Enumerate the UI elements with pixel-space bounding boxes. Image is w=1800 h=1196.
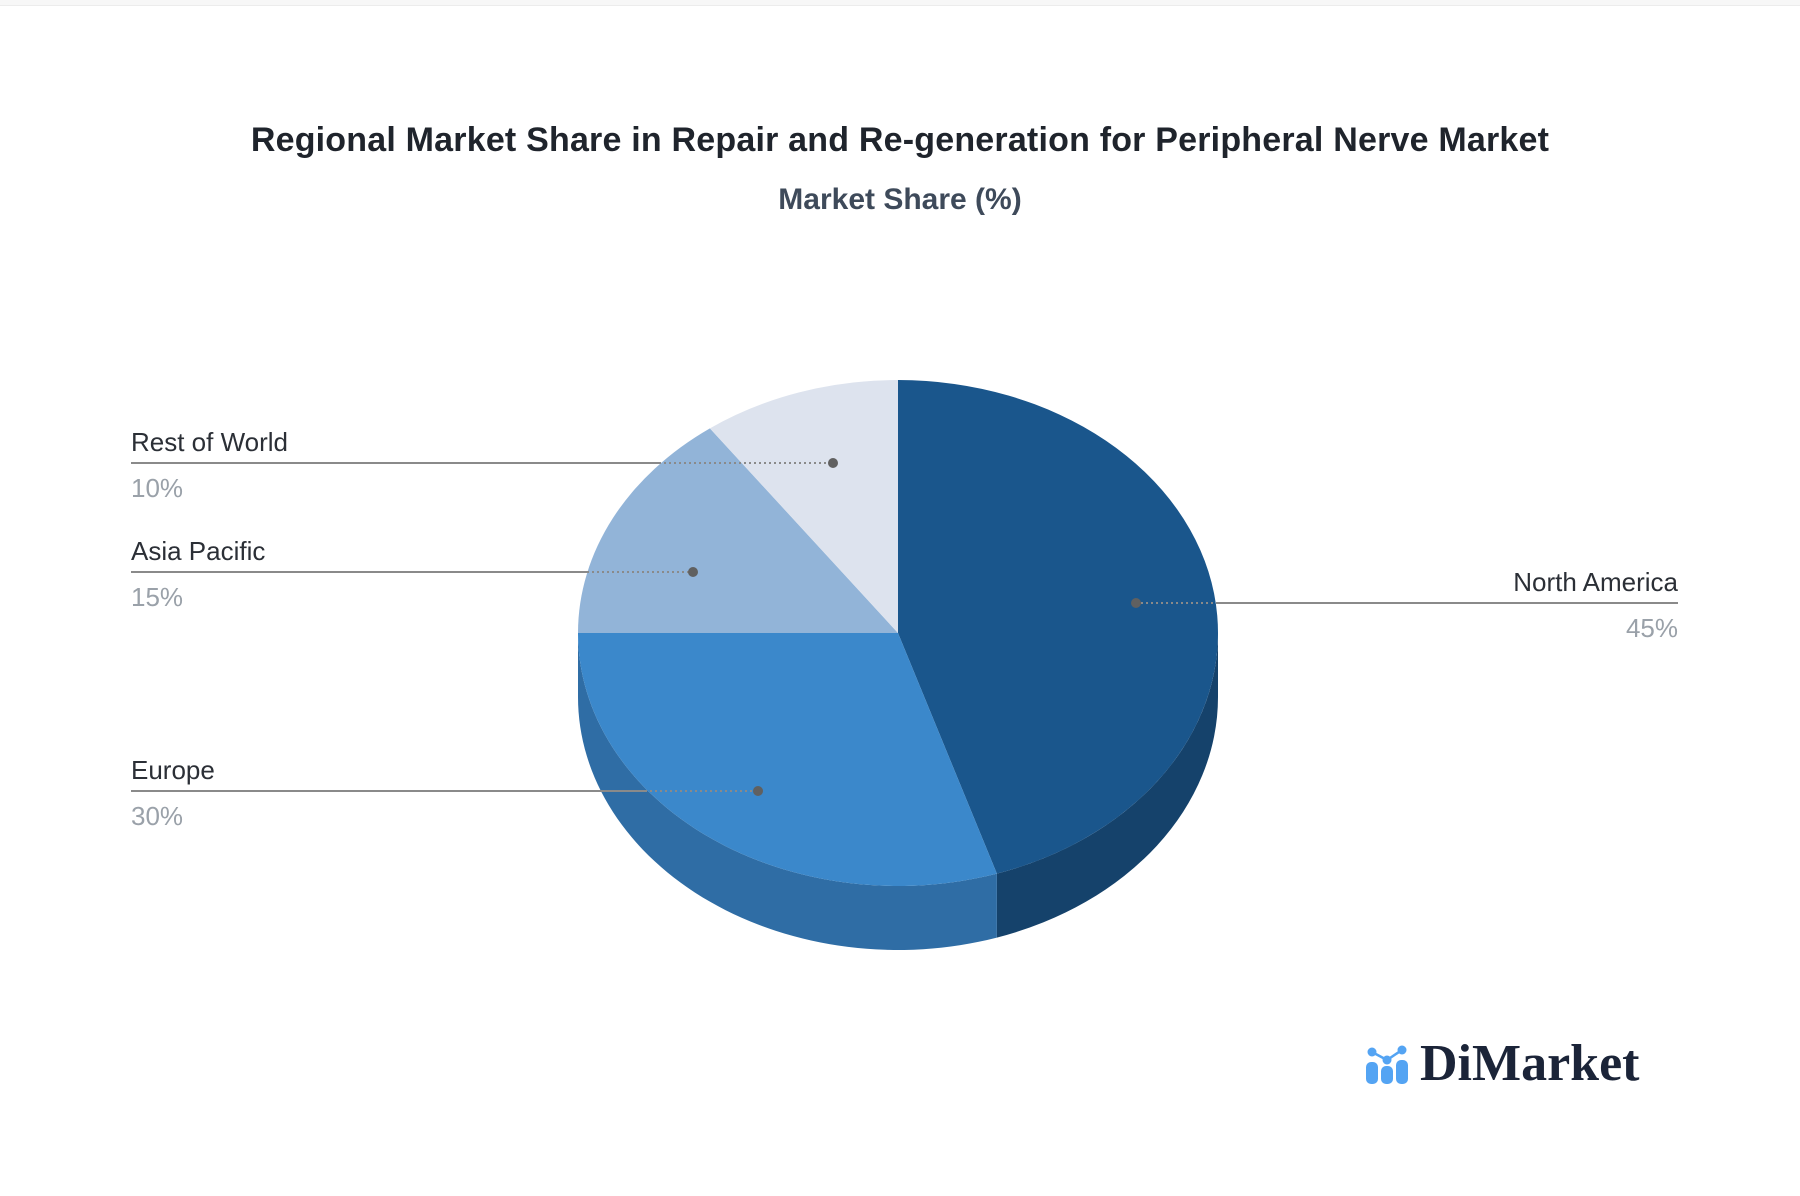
pie-label-europe: Europe 30%: [131, 755, 215, 831]
pie-side-north-america: [996, 633, 1218, 938]
pie-slice-asia-pacific: [578, 428, 898, 633]
pie-label-percent: 10%: [131, 473, 184, 503]
logo-text: DiMarket: [1420, 1035, 1640, 1092]
pie-label-north-america: North America 45%: [1513, 567, 1678, 643]
pie-slice-rest-of-world: [709, 380, 898, 633]
leader-dot-north-america: [1131, 598, 1141, 608]
bar-chart-logo-icon: [1366, 1045, 1408, 1084]
leader-dot-europe: [753, 786, 763, 796]
pie-label-asia-pacific: Asia Pacific 15%: [131, 536, 265, 612]
pie-label-name: Rest of World: [131, 427, 289, 457]
pie-slice-north-america: [898, 380, 1218, 874]
pie-label-percent: 30%: [131, 801, 184, 831]
pie-label-name: North America: [1513, 567, 1678, 597]
chart-subtitle: Market Share (%): [778, 183, 1022, 216]
pie-label-rest-of-world: Rest of World 10%: [131, 427, 288, 503]
pie-label-percent: 45%: [1625, 613, 1678, 643]
pie-label-name: Europe: [131, 755, 215, 785]
leader-dot-asia-pacific: [688, 567, 698, 577]
chart-title: Regional Market Share in Repair and Re-g…: [250, 121, 1550, 159]
pie-label-name: Asia Pacific: [131, 536, 266, 566]
pie-label-percent: 15%: [131, 582, 184, 612]
leader-dot-rest-of-world: [828, 458, 838, 468]
window-top-edge: [0, 0, 1800, 6]
pie-slice-europe: [578, 633, 997, 886]
pie-side-europe: [578, 633, 997, 950]
